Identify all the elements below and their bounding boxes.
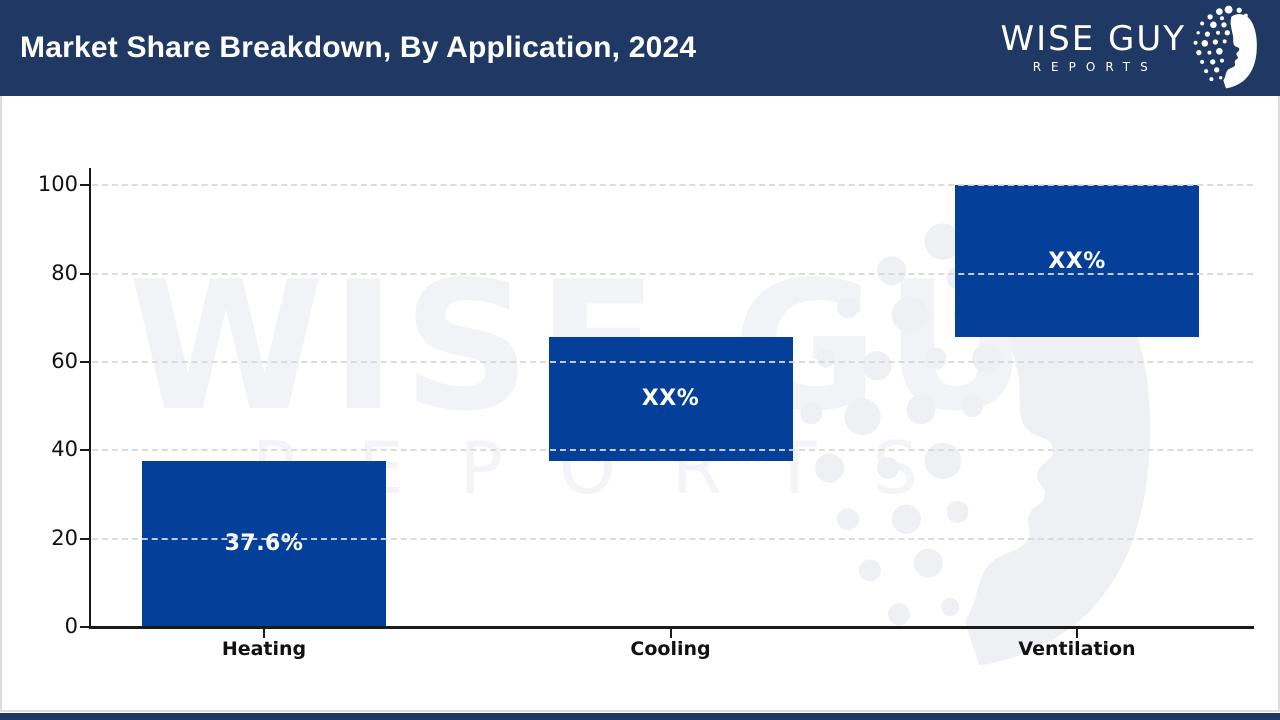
x-tick [263,629,265,638]
logo-text: WISE GUY REPORTS [1000,22,1186,74]
y-tick-label: 80 [51,260,78,285]
y-axis-line [89,168,91,628]
footer-bar [0,713,1280,720]
y-tick [80,537,89,540]
x-category-label: Cooling [630,638,711,660]
bar-heating: 37.6% [142,460,386,627]
bar-value-label: 37.6% [224,531,304,557]
y-tick-label: 100 [37,172,78,197]
y-tick [80,360,89,363]
page-title: Market Share Breakdown, By Application, … [20,31,697,64]
x-tick [1076,629,1078,638]
y-tick-label: 0 [64,614,78,638]
gridline [92,184,1253,187]
y-tick-label: 20 [51,525,78,550]
bar-value-label: XX% [641,386,700,412]
bar-cooling: XX% [548,336,793,461]
y-tick [80,449,89,452]
y-tick [80,272,89,275]
logo-wordmark: WISE GUY [1000,19,1186,59]
x-tick [669,629,672,638]
bar-value-label: XX% [1048,248,1106,274]
dotted-face-icon [1182,5,1262,91]
gridline [92,449,1253,452]
y-tick-label: 60 [51,348,78,373]
bar-ventilation: XX% [955,185,1199,337]
gridline [92,360,1253,363]
gridline [92,272,1253,275]
y-tick-label: 40 [51,437,78,462]
y-tick [80,184,89,187]
wise-guy-logo: WISE GUY REPORTS [1000,5,1262,91]
x-category-label: Ventilation [1018,638,1136,660]
x-axis-line [89,626,1254,629]
x-category-label: Heating [221,638,307,660]
y-tick [80,626,89,628]
logo-subtitle: REPORTS [1032,60,1158,74]
gridline [92,537,1253,540]
header: Market Share Breakdown, By Application, … [0,0,1280,96]
